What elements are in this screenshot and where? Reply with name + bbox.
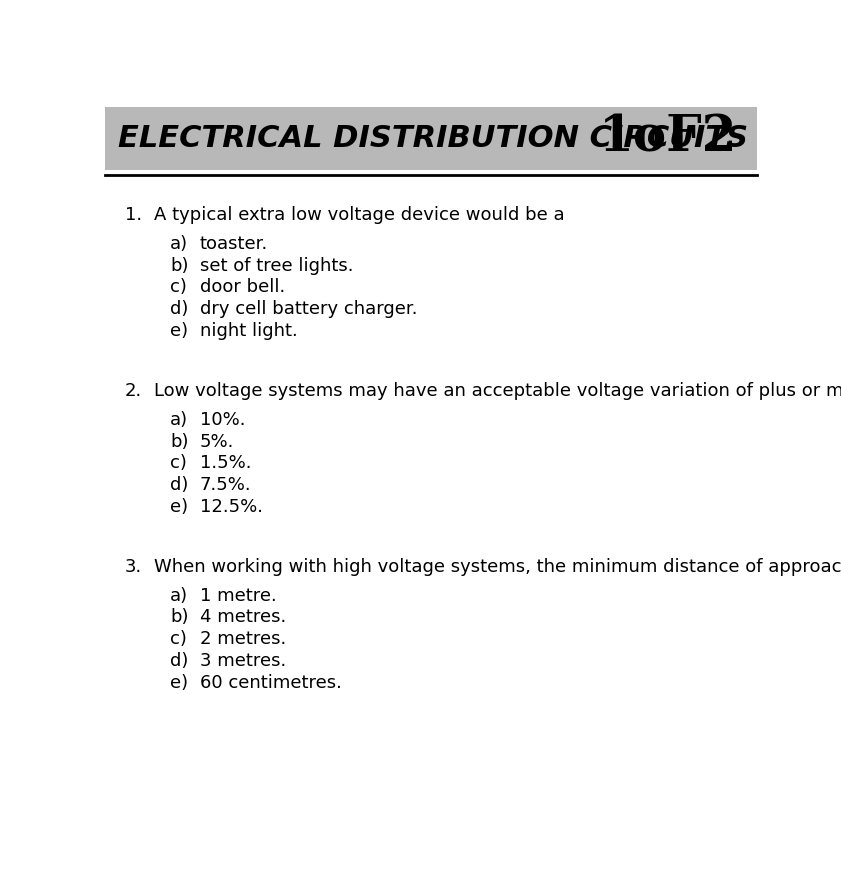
Text: b): b) xyxy=(170,608,188,627)
Text: dry cell battery charger.: dry cell battery charger. xyxy=(199,300,417,318)
Text: b): b) xyxy=(170,433,188,451)
Text: A typical extra low voltage device would be a: A typical extra low voltage device would… xyxy=(154,206,564,224)
Text: 2 metres.: 2 metres. xyxy=(199,630,286,648)
Text: b): b) xyxy=(170,257,188,275)
Bar xyxy=(105,107,757,170)
Text: 3 metres.: 3 metres. xyxy=(199,653,286,670)
Text: c): c) xyxy=(170,454,188,472)
Text: 1 metre.: 1 metre. xyxy=(199,587,277,605)
Text: 2.: 2. xyxy=(124,382,142,400)
Text: ELECTRICAL DISTRIBUTION CIRCUITS: ELECTRICAL DISTRIBUTION CIRCUITS xyxy=(118,124,748,153)
Text: e): e) xyxy=(170,498,188,517)
Text: e): e) xyxy=(170,323,188,340)
Text: 1oF2: 1oF2 xyxy=(599,114,738,163)
Text: c): c) xyxy=(170,630,188,648)
Text: 12.5%.: 12.5%. xyxy=(199,498,262,517)
Text: 60 centimetres.: 60 centimetres. xyxy=(199,674,341,693)
Text: a): a) xyxy=(170,411,188,428)
Text: e): e) xyxy=(170,674,188,693)
Text: c): c) xyxy=(170,278,188,297)
Text: 1.: 1. xyxy=(124,206,142,224)
Text: night light.: night light. xyxy=(199,323,298,340)
Text: 3.: 3. xyxy=(124,557,142,576)
Text: a): a) xyxy=(170,235,188,252)
Text: Low voltage systems may have an acceptable voltage variation of plus or minus: Low voltage systems may have an acceptab… xyxy=(154,382,841,400)
Text: 10%.: 10%. xyxy=(199,411,245,428)
Text: When working with high voltage systems, the minimum distance of approach should : When working with high voltage systems, … xyxy=(154,557,841,576)
Text: d): d) xyxy=(170,477,188,494)
Text: d): d) xyxy=(170,653,188,670)
Text: d): d) xyxy=(170,300,188,318)
Text: 1.5%.: 1.5%. xyxy=(199,454,251,472)
Text: toaster.: toaster. xyxy=(199,235,268,252)
Text: a): a) xyxy=(170,587,188,605)
Text: 4 metres.: 4 metres. xyxy=(199,608,286,627)
Text: 5%.: 5%. xyxy=(199,433,234,451)
Text: door bell.: door bell. xyxy=(199,278,285,297)
Text: set of tree lights.: set of tree lights. xyxy=(199,257,353,275)
Text: 7.5%.: 7.5%. xyxy=(199,477,251,494)
